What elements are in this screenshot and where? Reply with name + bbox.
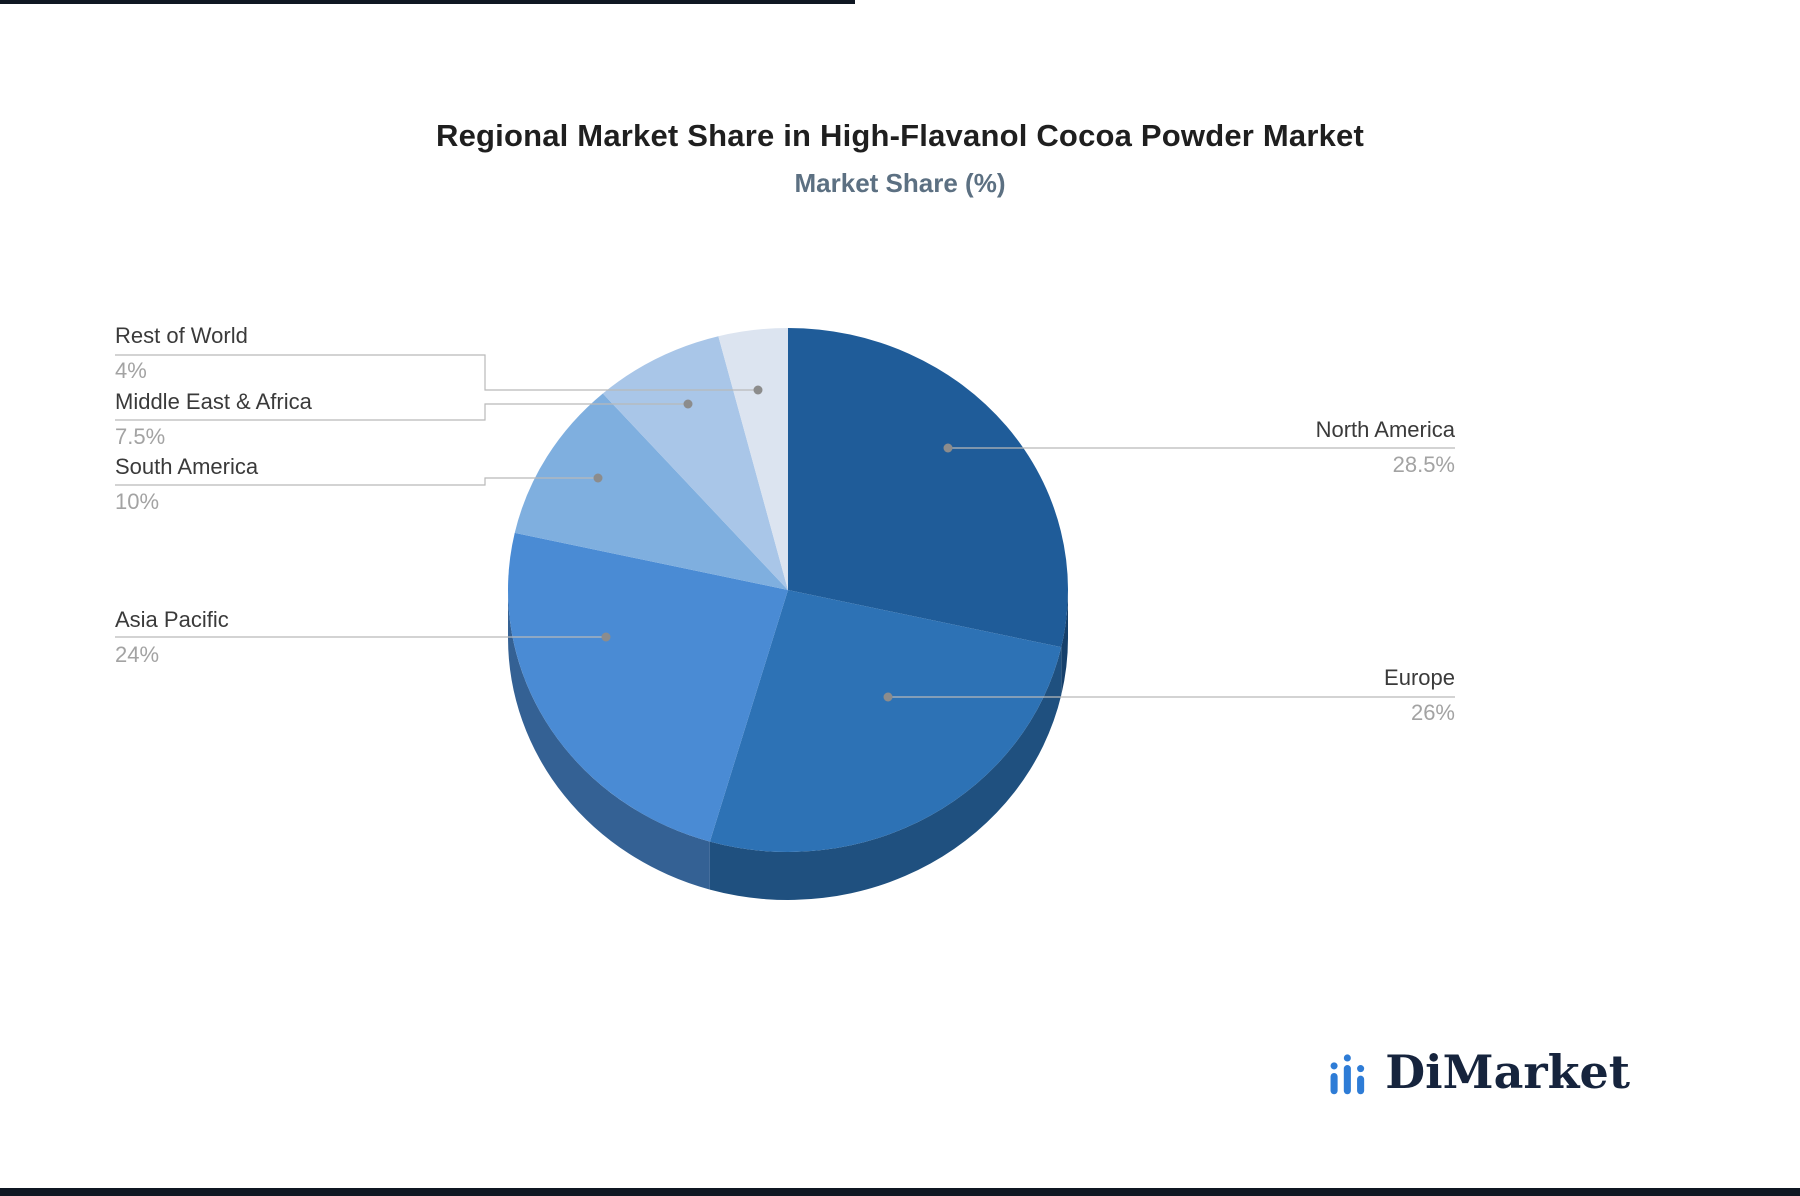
brand-name: DiMarket [1385,1045,1630,1099]
slice-label-north-america: North America 28.5% [1316,417,1455,478]
slice-label-south-america: South America 10% [115,454,258,515]
pie-slice-side-north-america [1061,590,1068,696]
dimarket-logo: DiMarket [1327,1046,1630,1098]
slice-label-europe: Europe 26% [1384,665,1455,726]
slice-label-name: Rest of World [115,323,248,348]
slice-label-asia-pacific: Asia Pacific 24% [115,607,229,668]
leader-line-rest-of-world [115,354,758,391]
bar-chart-icon [1330,1054,1365,1095]
pie-slice-middle-east-africa [602,336,788,590]
leader-dot-asia-pacific [601,632,611,642]
pie-slice-south-america [514,393,788,590]
leader-dot-north-america [943,443,953,453]
leader-dot-europe [883,692,893,702]
leader-dot-middle-east-africa [683,399,693,409]
pie-slice-side-europe [709,647,1062,901]
leader-dot-rest-of-world [753,385,763,395]
slice-label-rest-of-world: Rest of World 4% [115,323,248,384]
pie-slice-north-america [788,328,1068,648]
pie-slice-asia-pacific [507,532,788,842]
bottom-edge-bar [0,1188,1800,1196]
slice-label-value: 10% [115,489,160,514]
slice-label-value: 4% [115,358,147,383]
chart-title: Regional Market Share in High-Flavanol C… [435,118,1365,153]
slice-label-value: 26% [1410,700,1455,725]
chart-subtitle: Market Share (%) [794,168,1006,198]
slice-label-name: Asia Pacific [115,607,229,632]
leader-dot-south-america [593,473,603,483]
slice-label-name: Middle East & Africa [115,389,312,414]
slice-label-name: South America [115,454,259,479]
slice-label-name: Europe [1384,665,1455,690]
slice-label-value: 7.5% [115,424,166,449]
leader-line-south-america [115,477,598,486]
top-edge-bar [0,0,855,4]
slice-label-name: North America [1315,417,1455,442]
slice-label-middle-east-africa: Middle East & Africa 7.5% [115,389,312,450]
pie-slice-rest-of-world [718,328,788,590]
leader-line-middle-east-africa [115,403,688,421]
pie-slice-side-asia-pacific [508,590,710,890]
pie-slice-europe [709,590,1062,852]
slice-label-value: 24% [115,642,160,667]
slice-label-value: 28.5% [1392,452,1455,477]
